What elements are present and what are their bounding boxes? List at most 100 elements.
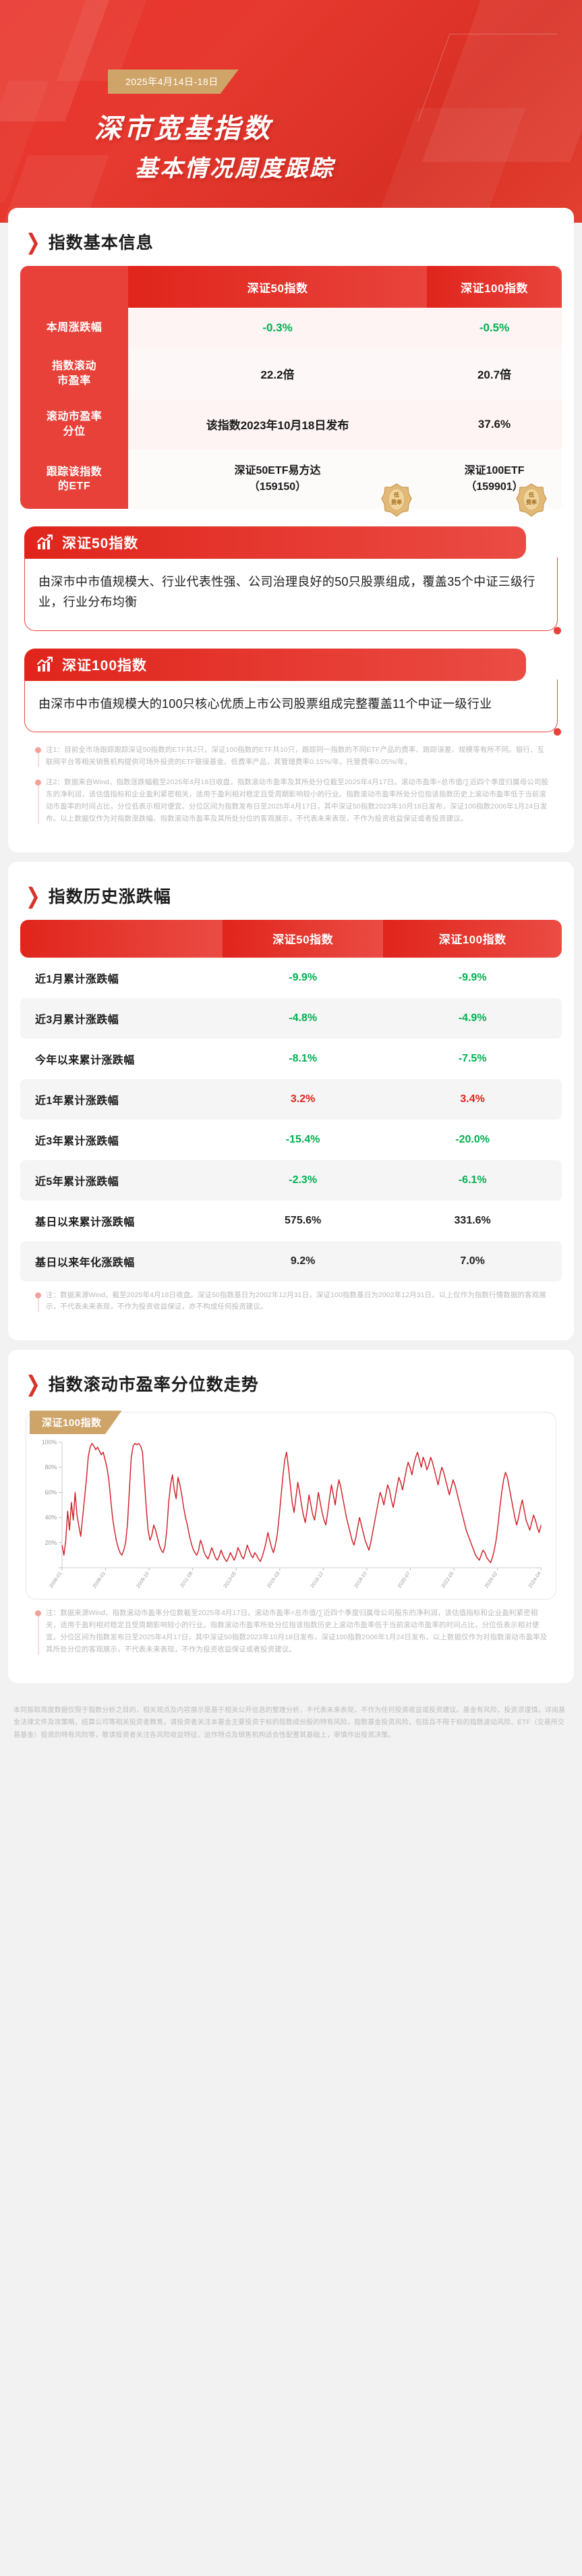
pe-percentile-line-chart: 20% 40% 60% 80% 100% 2006-01 2008-01 2009-10 201… xyxy=(42,1439,542,1589)
svg-text:2024-04: 2024-04 xyxy=(527,1570,542,1589)
cell-sz50-percentile: 该指数2023年10月18日发布 xyxy=(128,399,428,450)
cell-sz100-percentile: 37.6% xyxy=(427,399,562,450)
row-label-since-base: 基日以来累计涨跌幅 xyxy=(35,1216,135,1228)
table-row: 近5年累计涨跌幅 -2.3% -6.1% xyxy=(20,1159,562,1201)
row-label-weekly-change: 本周涨跌幅 xyxy=(20,308,128,348)
history-table: 深证50指数 深证100指数 近1月累计涨跌幅 -9.9% -9.9% 近3月累… xyxy=(20,919,562,1282)
basic-info-card: ❯ 指数基本信息 深证50指数 深证100指数 本周涨跌幅 -0.3% -0.5… xyxy=(8,208,574,852)
svg-text:费率: 费率 xyxy=(526,499,537,505)
svg-text:60%: 60% xyxy=(45,1489,57,1496)
svg-text:2018-10: 2018-10 xyxy=(353,1570,368,1589)
panel-title-sz100: 深证100指数 xyxy=(62,657,148,674)
chart-container: 深证100指数 20% 40% 60% 80% 100% 2006-01 2008-01 20… xyxy=(26,1410,556,1600)
bar-chart-icon xyxy=(36,535,54,551)
cell-sz50-etf: 深证50ETF易方达 （159150） 低 费率 xyxy=(128,449,428,518)
svg-text:2015-03: 2015-03 xyxy=(266,1570,281,1589)
svg-text:2022-05: 2022-05 xyxy=(440,1570,455,1589)
index-desc-panel-sz50: 深证50指数 由深市中市值规模大、行业代表性强、公司治理良好的50只股票组成，覆… xyxy=(24,526,561,635)
chart-box: 20% 40% 60% 80% 100% 2006-01 2008-01 2009-10 201… xyxy=(26,1412,556,1600)
cell-sz100-etf: 深证100ETF （159901） 低 费率 xyxy=(427,449,562,518)
panel-body-sz50: 由深市中市值规模大、行业代表性强、公司治理良好的50只股票组成，覆盖35个中证三… xyxy=(24,557,561,635)
cell-sz50-1m: -9.9% xyxy=(289,971,318,983)
table-row: 近1年累计涨跌幅 3.2% 3.4% xyxy=(20,1078,562,1120)
footer-disclaimer: 本同振取周度数据仅限于指数分析之目的，相关观点及内容展示是基于相关公开信息的整理… xyxy=(0,1692,582,1763)
panel-title-sz50: 深证50指数 xyxy=(62,536,139,552)
weekly-report-page: 2025年4月14日-18日 深市宽基指数 基本情况周度跟踪 ❯ 指数基本信息 … xyxy=(0,0,582,1763)
low-fee-seal-icon: 低 费率 xyxy=(516,483,547,518)
history-header: ❯ 指数历史涨跌幅 xyxy=(20,875,562,920)
chart-notes: 注：数据来源Wind，指数滚动市盈率分位数截至2025年4月17日。滚动市盈率=… xyxy=(20,1599,562,1670)
table-row: 滚动市盈率 分位 该指数2023年10月18日发布 37.6% xyxy=(20,399,562,450)
row-label-tracking-etf: 跟踪该指数 的ETF xyxy=(20,449,128,510)
cell-sz50-1y: 3.2% xyxy=(223,1078,384,1120)
cell-sz100-1y: 3.4% xyxy=(383,1078,562,1120)
cell-sz100-pe: 20.7倍 xyxy=(427,348,562,400)
table-header-row: 深证50指数 深证100指数 xyxy=(20,266,562,308)
index-desc-panel-sz100: 深证100指数 由深市中市值规模大的100只核心优质上市公司股票组成完整覆盖11… xyxy=(24,648,561,736)
row-label-3y: 近3年累计涨跌幅 xyxy=(35,1135,119,1147)
cell-sz100-5y: -6.1% xyxy=(383,1159,562,1201)
note-2: 注2：数据来自Wind，指数涨跌幅截至2025年4月18日收盘，指数滚动市盈率及… xyxy=(32,777,550,825)
svg-text:费率: 费率 xyxy=(391,499,402,505)
history-card: ❯ 指数历史涨跌幅 深证50指数 深证100指数 近1月累计涨跌幅 -9.9% … xyxy=(8,861,574,1341)
cell-sz50-weekly: -0.3% xyxy=(128,308,428,348)
history-notes: 注：数据来源Wind，截至2025年4月18日收盘。深证50指数基日为2002年… xyxy=(20,1282,562,1329)
table-row: 本周涨跌幅 -0.3% -0.5% xyxy=(20,308,562,348)
table-row: 基日以来累计涨跌幅 575.6% 331.6% xyxy=(20,1201,562,1241)
row-label-rolling-pe: 指数滚动 市盈率 xyxy=(20,348,128,400)
chart-header: ❯ 指数滚动市盈率分位数走势 xyxy=(20,1363,562,1408)
note-history: 注：数据来源Wind，截至2025年4月18日收盘。深证50指数基日为2002年… xyxy=(32,1290,550,1314)
hero-banner: 2025年4月14日-18日 深市宽基指数 基本情况周度跟踪 xyxy=(0,0,582,223)
panel-body-sz100: 由深市中市值规模大的100只核心优质上市公司股票组成完整覆盖11个中证一级行业 xyxy=(24,679,561,736)
header-blank xyxy=(20,919,223,958)
table-row: 跟踪该指数 的ETF 深证50ETF易方达 （159150） 低 费率 深证100E… xyxy=(20,449,562,518)
row-label-3m: 近3月累计涨跌幅 xyxy=(20,997,223,1039)
header-blank xyxy=(20,266,128,308)
page-title: 指数基本信息 xyxy=(48,234,154,252)
svg-text:2008-01: 2008-01 xyxy=(92,1570,107,1589)
svg-text:2024-02: 2024-02 xyxy=(484,1570,499,1589)
row-label-1m: 近1月累计涨跌幅 xyxy=(35,973,119,985)
svg-text:2006-01: 2006-01 xyxy=(48,1570,63,1589)
cell-sz50-since-base: 575.6% xyxy=(285,1214,322,1226)
header-sz100: 深证100指数 xyxy=(383,919,562,958)
svg-text:100%: 100% xyxy=(42,1439,57,1446)
svg-text:2016-12: 2016-12 xyxy=(309,1570,324,1589)
date-range-badge: 2025年4月14日-18日 xyxy=(108,70,239,94)
chart-title: 指数滚动市盈率分位数走势 xyxy=(48,1375,259,1395)
row-label-ytd: 今年以来累计涨跌幅 xyxy=(35,1054,135,1066)
svg-text:80%: 80% xyxy=(45,1464,57,1471)
cell-sz100-weekly: -0.5% xyxy=(427,308,562,348)
hero-title-line2: 基本情况周度跟踪 xyxy=(135,156,334,182)
table-row: 近1月累计涨跌幅 -9.9% -9.9% xyxy=(20,958,562,998)
row-label-pe-percentile: 滚动市盈率 分位 xyxy=(20,399,128,450)
svg-text:2020-07: 2020-07 xyxy=(397,1570,412,1589)
svg-text:2009-10: 2009-10 xyxy=(135,1570,150,1589)
hero-shape xyxy=(368,108,526,223)
table-header-row: 深证50指数 深证100指数 xyxy=(20,919,562,958)
panel-header-sz100: 深证100指数 xyxy=(24,648,526,681)
basic-info-notes: 注1：目前全市场跟踪跟踪深证50指数的ETF共2只，深证100指数的ETF共10… xyxy=(20,736,562,840)
svg-text:20%: 20% xyxy=(45,1539,57,1546)
cell-sz100-1m: -9.9% xyxy=(458,971,487,983)
cell-sz50-pe: 22.2倍 xyxy=(128,348,428,400)
cell-sz50-annualized: 9.2% xyxy=(223,1240,384,1282)
header-sz100: 深证100指数 xyxy=(427,266,562,308)
svg-text:40%: 40% xyxy=(45,1514,57,1521)
table-row: 基日以来年化涨跌幅 9.2% 7.0% xyxy=(20,1240,562,1282)
cell-sz100-3y: -20.0% xyxy=(455,1133,490,1145)
chart-series-tag: 深证100指数 xyxy=(30,1410,122,1435)
svg-text:低: 低 xyxy=(393,491,399,498)
svg-text:2013-05: 2013-05 xyxy=(222,1570,237,1589)
table-row: 近3年累计涨跌幅 -15.4% -20.0% xyxy=(20,1120,562,1160)
table-row: 指数滚动 市盈率 22.2倍 20.7倍 xyxy=(20,348,562,400)
row-label-5y: 近5年累计涨跌幅 xyxy=(20,1159,223,1201)
basic-info-header: ❯ 指数基本信息 xyxy=(20,221,562,266)
table-row: 今年以来累计涨跌幅 -8.1% -7.5% xyxy=(20,1039,562,1079)
svg-text:低: 低 xyxy=(528,491,534,498)
low-fee-seal-icon: 低 费率 xyxy=(381,483,412,518)
chevron-right-icon: ❯ xyxy=(26,1371,40,1396)
bar-chart-icon xyxy=(36,656,54,673)
row-label-1y: 近1年累计涨跌幅 xyxy=(20,1078,223,1120)
chevron-right-icon: ❯ xyxy=(26,229,40,254)
